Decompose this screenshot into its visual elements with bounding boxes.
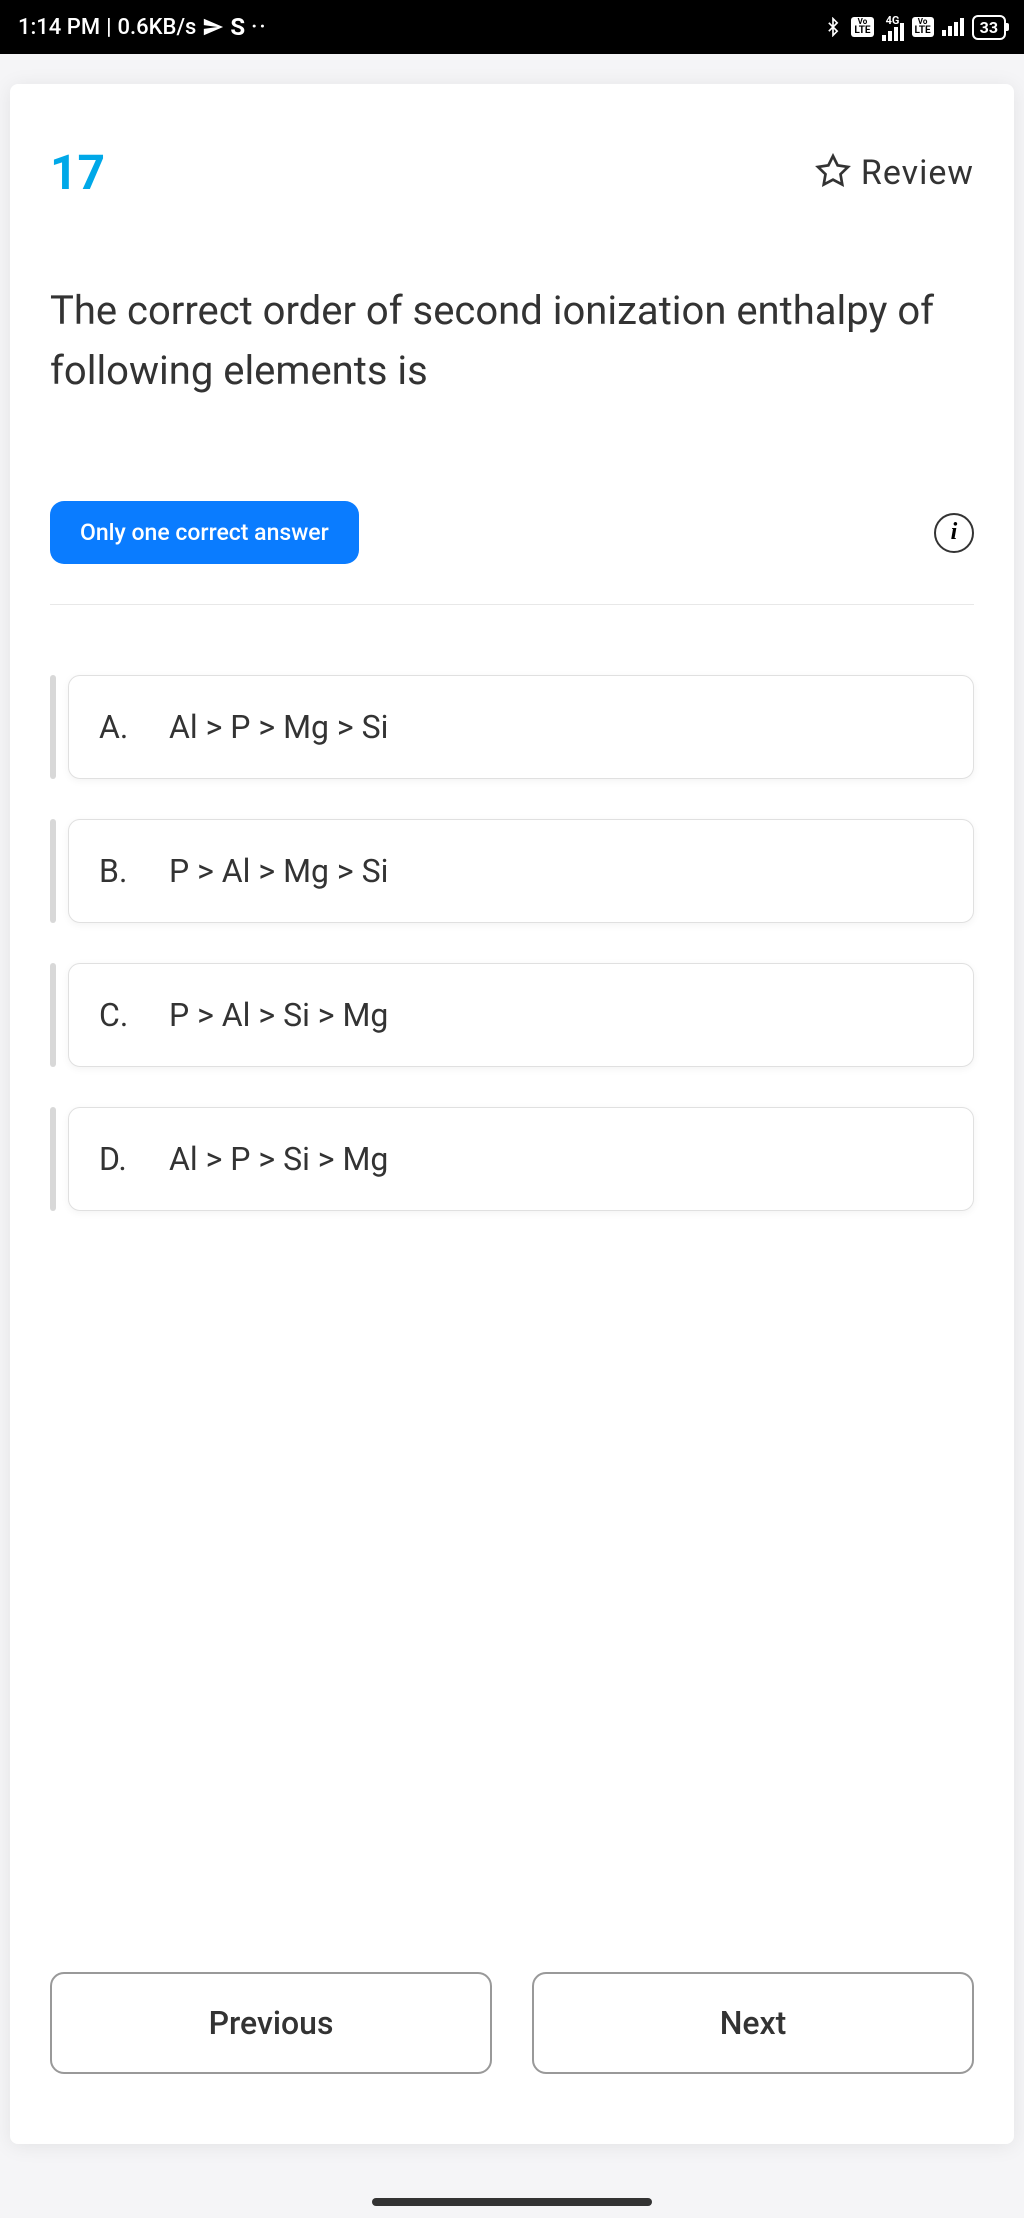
- dots-icon: ··: [251, 15, 267, 40]
- home-indicator[interactable]: [372, 2198, 652, 2206]
- option-b[interactable]: B. P > Al > Mg > Si: [50, 819, 974, 923]
- s-icon: S: [230, 13, 245, 41]
- option-letter: C.: [99, 996, 139, 1034]
- option-letter: A.: [99, 708, 139, 746]
- options-container: A. Al > P > Mg > Si B. P > Al > Mg > Si …: [50, 675, 974, 1211]
- review-label: Review: [861, 153, 974, 193]
- option-text: Al > P > Mg > Si: [169, 708, 388, 746]
- option-letter: B.: [99, 852, 139, 890]
- info-icon[interactable]: i: [934, 513, 974, 553]
- question-header: 17 Review: [50, 144, 974, 201]
- option-text: P > Al > Si > Mg: [169, 996, 388, 1034]
- divider: [50, 604, 974, 605]
- option-indicator-bar: [50, 675, 56, 779]
- send-icon: [202, 16, 224, 38]
- signal-bars-1: [882, 23, 904, 41]
- question-card: 17 Review The correct order of second io…: [10, 84, 1014, 2144]
- signal-bars-2: [942, 18, 964, 36]
- review-button[interactable]: Review: [815, 153, 974, 193]
- option-indicator-bar: [50, 1107, 56, 1211]
- answer-type-row: Only one correct answer i: [50, 501, 974, 564]
- status-left: 1:14 PM | 0.6KB/s S ··: [18, 13, 268, 41]
- status-bar: 1:14 PM | 0.6KB/s S ·· VoLTE 4G VoLTE: [0, 0, 1024, 54]
- volte-badge-1: VoLTE: [851, 17, 873, 37]
- bluetooth-icon: [823, 17, 843, 37]
- battery-indicator: 33: [972, 15, 1006, 40]
- status-speed: 0.6KB/s: [118, 15, 197, 40]
- star-icon: [815, 153, 851, 193]
- option-indicator-bar: [50, 819, 56, 923]
- answer-type-pill: Only one correct answer: [50, 501, 359, 564]
- previous-button[interactable]: Previous: [50, 1972, 492, 2074]
- volte-badge-2: VoLTE: [912, 17, 934, 37]
- status-time: 1:14 PM: [18, 15, 100, 40]
- bottom-navigation: Previous Next: [50, 1972, 974, 2074]
- status-separator: |: [106, 15, 111, 40]
- option-letter: D.: [99, 1140, 139, 1178]
- option-d[interactable]: D. Al > P > Si > Mg: [50, 1107, 974, 1211]
- option-indicator-bar: [50, 963, 56, 1067]
- question-number: 17: [50, 144, 105, 201]
- option-a[interactable]: A. Al > P > Mg > Si: [50, 675, 974, 779]
- status-right: VoLTE 4G VoLTE 33: [823, 14, 1006, 41]
- question-text: The correct order of second ionization e…: [50, 281, 974, 401]
- option-text: P > Al > Mg > Si: [169, 852, 388, 890]
- option-c[interactable]: C. P > Al > Si > Mg: [50, 963, 974, 1067]
- next-button[interactable]: Next: [532, 1972, 974, 2074]
- option-text: Al > P > Si > Mg: [169, 1140, 388, 1178]
